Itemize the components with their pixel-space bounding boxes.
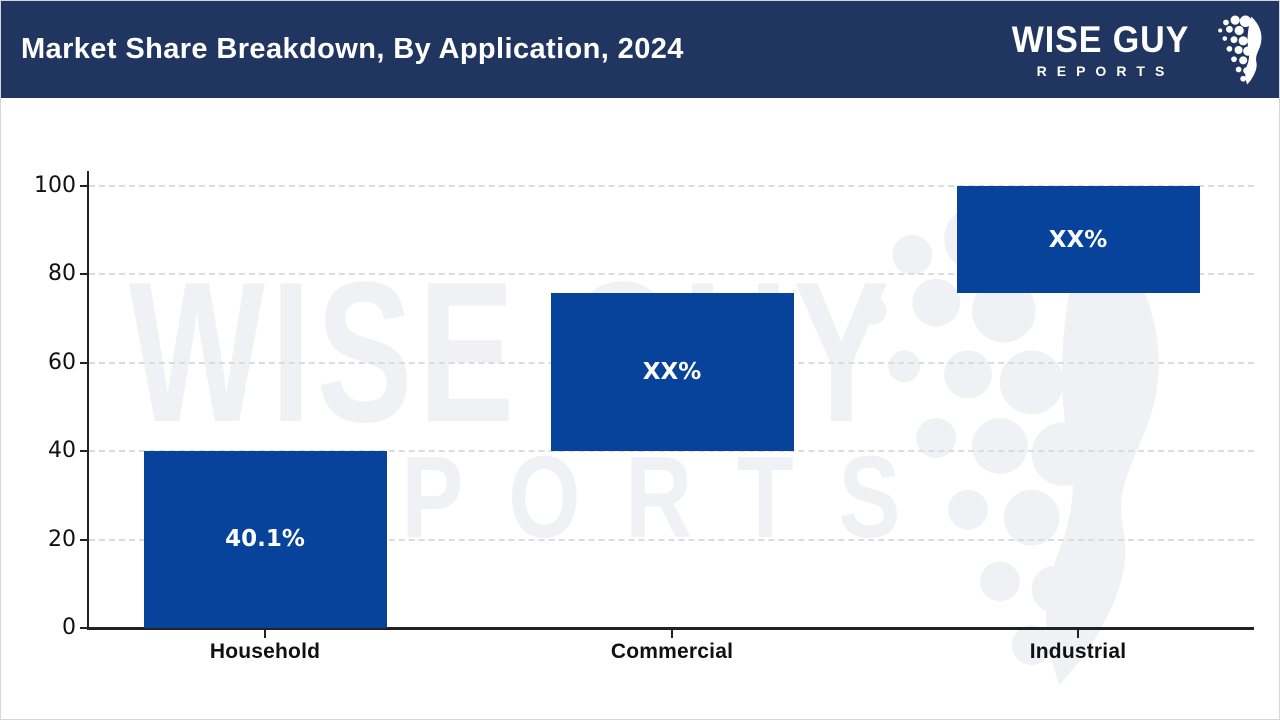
bar-commercial [550,293,794,451]
x-tick-label-household: Household [209,640,321,663]
x-tick-label-industrial: Industrial [1029,640,1127,663]
y-tick-40 [80,450,88,453]
logo-wordmark: WISE GUY [1011,19,1190,60]
bar-household [143,450,387,628]
x-tick-commercial [671,630,673,638]
y-tick-100 [80,185,88,187]
y-axis-line [87,171,89,630]
gridline-80 [89,273,1254,276]
y-tick-label-100: 100 [34,173,76,198]
bar-label-industrial: XX% [1048,226,1108,253]
y-tick-label-40: 40 [48,438,76,464]
logo-face-icon [1218,15,1262,84]
x-tick-industrial [1077,630,1079,638]
y-tick-80 [80,273,88,276]
bar-label-commercial: XX% [642,359,702,386]
y-tick-label-80: 80 [48,261,76,287]
y-tick-0 [80,627,88,629]
x-tick-household [264,630,266,638]
x-tick-label-commercial: Commercial [610,640,734,663]
logo-reports: REPORTS [1036,63,1175,79]
x-axis-line [87,627,1254,630]
logo-text: WISE GUY REPORTS [1004,21,1197,78]
y-tick-20 [80,538,88,541]
gridline-100 [89,185,1254,187]
y-tick-label-60: 60 [48,349,76,375]
page-title: Market Share Breakdown, By Application, … [21,33,684,65]
app-header: Market Share Breakdown, By Application, … [1,1,1279,98]
gridline-20 [89,538,1254,541]
y-tick-label-20: 20 [48,526,76,552]
gridline-40 [89,450,1254,453]
y-tick-60 [80,361,88,364]
bar-label-household: 40.1% [225,526,305,553]
bar-industrial [956,186,1200,294]
y-tick-label-0: 0 [62,615,76,640]
brand-logo: WISE GUY REPORTS [1004,8,1279,92]
